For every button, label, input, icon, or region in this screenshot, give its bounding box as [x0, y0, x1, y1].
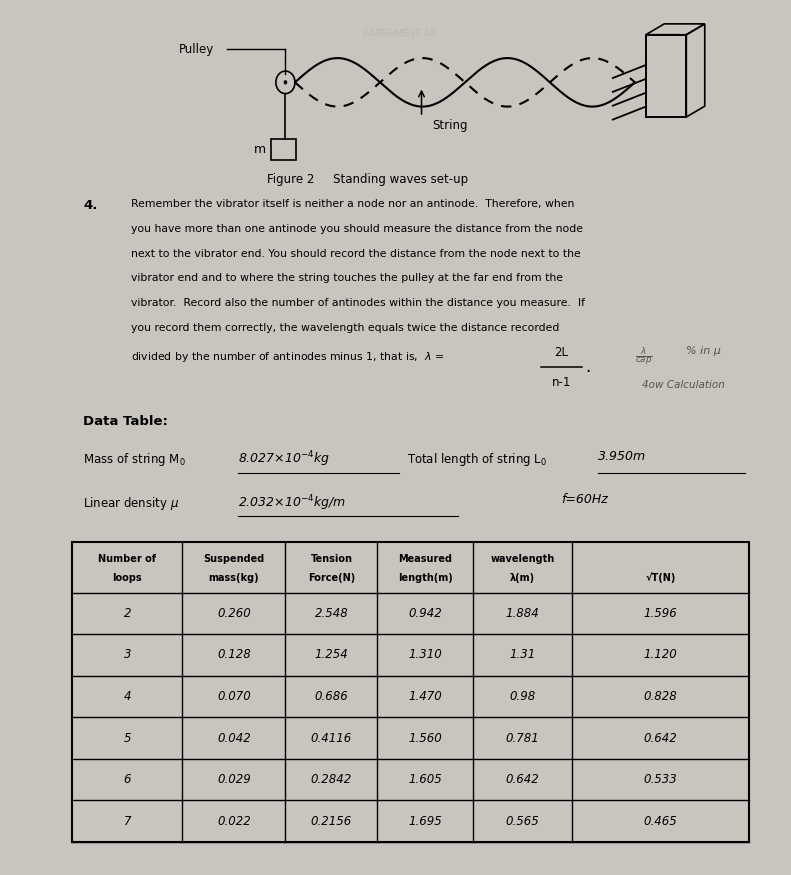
Text: Pulley: Pulley — [179, 44, 214, 56]
Text: 0.070: 0.070 — [217, 690, 251, 703]
Text: 6: 6 — [123, 774, 131, 786]
Text: 0.2156: 0.2156 — [311, 815, 352, 828]
Text: 3.950m: 3.950m — [598, 450, 646, 463]
Text: 1.560: 1.560 — [408, 732, 442, 745]
Text: 0.128: 0.128 — [217, 648, 251, 662]
Text: length(m): length(m) — [398, 573, 452, 583]
Bar — [72, 542, 749, 842]
Text: Linear density $\mu$: Linear density $\mu$ — [83, 494, 179, 512]
Text: λ(m): λ(m) — [510, 573, 536, 583]
Text: 2.548: 2.548 — [315, 607, 348, 620]
Text: 0.533: 0.533 — [644, 774, 677, 786]
Text: Tension: Tension — [310, 554, 353, 564]
Text: loops: loops — [112, 573, 142, 583]
Text: vibrator end and to where the string touches the pulley at the far end from the: vibrator end and to where the string tou… — [131, 273, 563, 284]
Text: 1.310: 1.310 — [408, 648, 442, 662]
Text: 0.2842: 0.2842 — [311, 774, 352, 786]
Text: m: m — [253, 143, 266, 156]
Text: 0.029: 0.029 — [217, 774, 251, 786]
Text: vibrator.  Record also the number of antinodes within the distance you measure. : vibrator. Record also the number of anti… — [131, 298, 585, 308]
Text: 4: 4 — [123, 690, 131, 703]
Text: 0.642: 0.642 — [644, 732, 677, 745]
Text: Measured: Measured — [398, 554, 452, 564]
Text: 0.565: 0.565 — [505, 815, 539, 828]
Text: 0.4116: 0.4116 — [311, 732, 352, 745]
Text: 2: 2 — [123, 607, 131, 620]
Text: Figure 2     Standing waves set-up: Figure 2 Standing waves set-up — [267, 173, 468, 186]
Text: 0.260: 0.260 — [217, 607, 251, 620]
Text: Remember the vibrator itself is neither a node nor an antinode.  Therefore, when: Remember the vibrator itself is neither … — [131, 200, 574, 209]
Text: Force(N): Force(N) — [308, 573, 355, 583]
Text: EXPERIMENT 10: EXPERIMENT 10 — [363, 29, 436, 38]
Text: 1.605: 1.605 — [408, 774, 442, 786]
Text: 1.120: 1.120 — [644, 648, 677, 662]
Text: you record them correctly, the wavelength equals twice the distance recorded: you record them correctly, the wavelengt… — [131, 323, 559, 332]
Text: 0.686: 0.686 — [315, 690, 348, 703]
Text: 2L: 2L — [554, 346, 568, 359]
Text: 4.: 4. — [83, 200, 97, 213]
Text: f=60Hz: f=60Hz — [562, 493, 608, 506]
Text: 2.032×10$^{-4}$kg/m: 2.032×10$^{-4}$kg/m — [237, 493, 346, 513]
Text: 0.642: 0.642 — [505, 774, 539, 786]
Text: 0.022: 0.022 — [217, 815, 251, 828]
Text: Total length of string L$_0$: Total length of string L$_0$ — [407, 452, 547, 468]
Bar — [271, 138, 297, 160]
Text: 0.465: 0.465 — [644, 815, 677, 828]
Text: Suspended: Suspended — [203, 554, 264, 564]
Text: 1.695: 1.695 — [408, 815, 442, 828]
Text: n-1: n-1 — [551, 376, 571, 389]
Text: .: . — [585, 359, 590, 376]
Text: wavelength: wavelength — [490, 554, 554, 564]
Text: 1.254: 1.254 — [315, 648, 348, 662]
Text: String: String — [433, 119, 468, 132]
Text: 0.781: 0.781 — [505, 732, 539, 745]
Text: 0.042: 0.042 — [217, 732, 251, 745]
Text: mass(kg): mass(kg) — [209, 573, 259, 583]
Text: 4ow Calculation: 4ow Calculation — [642, 381, 725, 390]
Text: next to the vibrator end. You should record the distance from the node next to t: next to the vibrator end. You should rec… — [131, 248, 581, 259]
Text: 1.596: 1.596 — [644, 607, 677, 620]
Circle shape — [284, 80, 287, 85]
Text: 1.884: 1.884 — [505, 607, 539, 620]
Text: 8.027×10$^{-4}$kg: 8.027×10$^{-4}$kg — [237, 450, 330, 469]
Text: Data Table:: Data Table: — [83, 415, 168, 428]
Text: Number of: Number of — [98, 554, 157, 564]
Text: 1.31: 1.31 — [509, 648, 536, 662]
Text: divided by the number of antinodes minus 1, that is,  $\lambda$ =: divided by the number of antinodes minus… — [131, 350, 445, 364]
Text: √T(N): √T(N) — [645, 572, 676, 584]
Bar — [646, 35, 687, 117]
Text: $\frac{\lambda}{cap}$: $\frac{\lambda}{cap}$ — [635, 346, 653, 368]
Text: you have more than one antinode you should measure the distance from the node: you have more than one antinode you shou… — [131, 224, 583, 234]
Text: 0.98: 0.98 — [509, 690, 536, 703]
Text: 5: 5 — [123, 732, 131, 745]
Text: Mass of string M$_0$: Mass of string M$_0$ — [83, 452, 186, 468]
Text: 7: 7 — [123, 815, 131, 828]
Text: % in μ: % in μ — [687, 346, 721, 355]
Text: 0.942: 0.942 — [408, 607, 442, 620]
Text: 0.828: 0.828 — [644, 690, 677, 703]
Text: 3: 3 — [123, 648, 131, 662]
Text: 1.470: 1.470 — [408, 690, 442, 703]
